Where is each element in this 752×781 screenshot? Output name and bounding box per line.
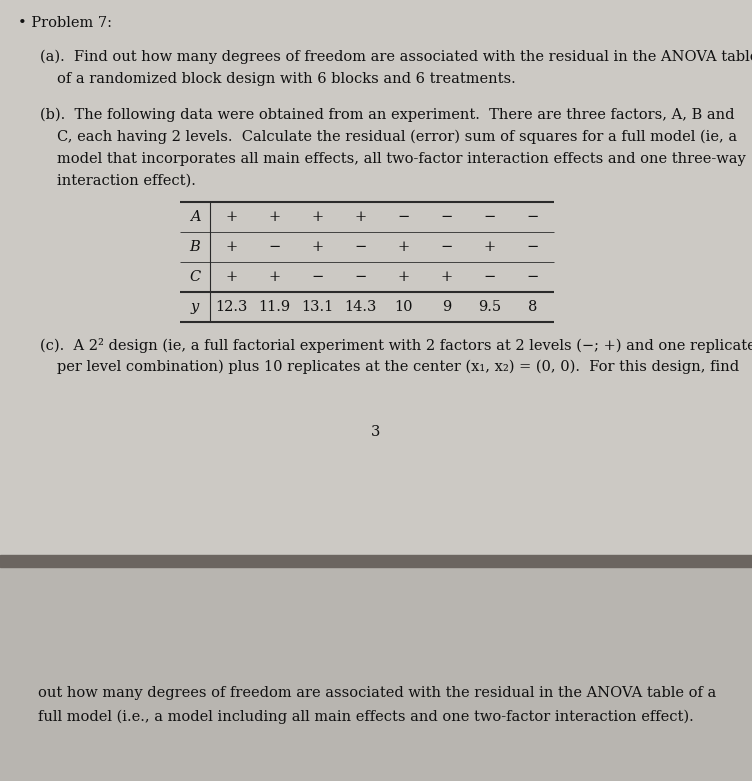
Text: +: + (226, 210, 238, 224)
Text: interaction effect).: interaction effect). (57, 174, 196, 188)
Text: (a).  Find out how many degrees of freedom are associated with the residual in t: (a). Find out how many degrees of freedo… (40, 50, 752, 64)
Text: 9: 9 (442, 300, 451, 314)
Text: model that incorporates all main effects, all two-factor interaction effects and: model that incorporates all main effects… (57, 152, 746, 166)
Text: 8: 8 (528, 300, 537, 314)
Text: • Problem 7:: • Problem 7: (18, 16, 112, 30)
Text: 10: 10 (394, 300, 413, 314)
Text: +: + (226, 270, 238, 284)
Text: −: − (484, 270, 496, 284)
Text: +: + (311, 240, 323, 254)
Text: −: − (441, 240, 453, 254)
Text: 12.3: 12.3 (215, 300, 247, 314)
Text: +: + (311, 210, 323, 224)
Text: B: B (190, 240, 200, 254)
Text: +: + (354, 210, 366, 224)
Text: 3: 3 (371, 425, 381, 439)
Text: 11.9: 11.9 (259, 300, 290, 314)
Text: 9.5: 9.5 (478, 300, 501, 314)
Bar (0, 555, 752, 567)
Text: −: − (311, 270, 323, 284)
Text: −: − (526, 270, 538, 284)
Text: out how many degrees of freedom are associated with the residual in the ANOVA ta: out how many degrees of freedom are asso… (38, 686, 716, 700)
Text: C, each having 2 levels.  Calculate the residual (error) sum of squares for a fu: C, each having 2 levels. Calculate the r… (57, 130, 737, 144)
Text: per level combination) plus 10 replicates at the center (x₁, x₂) = (0, 0).  For : per level combination) plus 10 replicate… (57, 360, 739, 374)
Text: C: C (190, 270, 201, 284)
Text: +: + (268, 270, 280, 284)
Text: −: − (397, 210, 410, 224)
Text: +: + (484, 240, 496, 254)
Text: full model (i.e., a model including all main effects and one two-factor interact: full model (i.e., a model including all … (38, 710, 694, 725)
Text: −: − (526, 210, 538, 224)
Text: +: + (441, 270, 453, 284)
Text: −: − (526, 240, 538, 254)
Text: +: + (398, 240, 410, 254)
Text: −: − (354, 270, 367, 284)
Text: +: + (398, 270, 410, 284)
Bar (0, 567, 752, 781)
Text: −: − (484, 210, 496, 224)
Text: 13.1: 13.1 (302, 300, 334, 314)
Bar (0, 0, 752, 555)
Text: (b).  The following data were obtained from an experiment.  There are three fact: (b). The following data were obtained fr… (40, 108, 735, 123)
Text: −: − (441, 210, 453, 224)
Text: (c).  A 2² design (ie, a full factorial experiment with 2 factors at 2 levels (−: (c). A 2² design (ie, a full factorial e… (40, 338, 752, 353)
Text: −: − (354, 240, 367, 254)
Text: 14.3: 14.3 (344, 300, 377, 314)
Text: −: − (268, 240, 280, 254)
Text: +: + (226, 240, 238, 254)
Text: y: y (191, 300, 199, 314)
Text: A: A (190, 210, 200, 224)
Text: of a randomized block design with 6 blocks and 6 treatments.: of a randomized block design with 6 bloc… (57, 72, 516, 86)
Text: +: + (268, 210, 280, 224)
